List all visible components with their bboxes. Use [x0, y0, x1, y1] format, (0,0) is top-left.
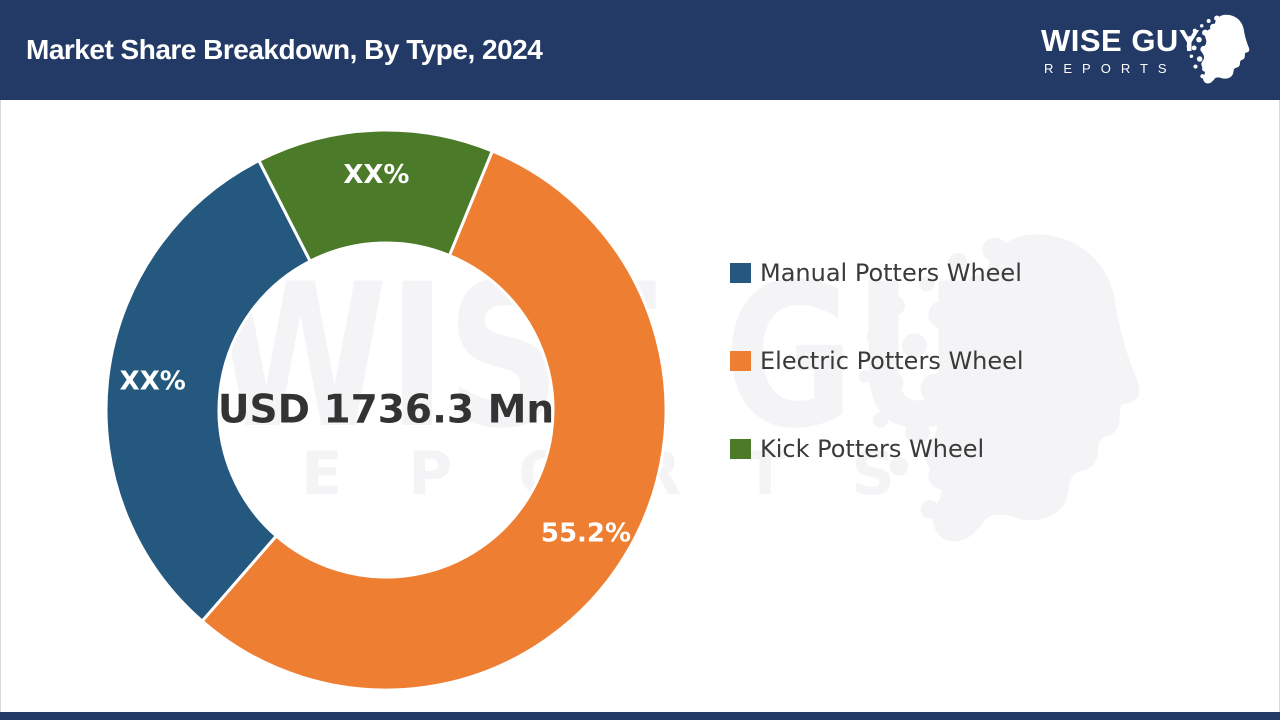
bottom-accent-bar: [0, 712, 1280, 720]
donut-segment-kick-potters-wheel: [257, 128, 494, 263]
logo-text: WISE GUY REPORTS: [1041, 25, 1200, 76]
logo-subtitle: REPORTS: [1043, 60, 1177, 76]
legend-swatch-electric-potters-wheel: [730, 351, 751, 371]
legend-label: Electric Potters Wheel: [760, 347, 1024, 375]
legend-item-manual-potters-wheel: Manual Potters Wheel: [730, 259, 1024, 287]
donut-chart: XX% 55.2% XX%: [104, 128, 668, 692]
slice-label-kick-potters-wheel: XX%: [343, 160, 409, 190]
chart-center-value: USD 1736.3 Mn: [217, 387, 555, 433]
logo-wordmark: WISE GUY: [1040, 22, 1200, 58]
donut-segment-electric-potters-wheel: [200, 149, 668, 692]
chart-legend: Manual Potters Wheel Electric Potters Whe…: [730, 259, 1024, 463]
legend-swatch-manual-potters-wheel: [730, 263, 751, 283]
legend-label: Manual Potters Wheel: [760, 259, 1022, 287]
legend-item-kick-potters-wheel: Kick Potters Wheel: [730, 435, 1024, 463]
page-title: Market Share Breakdown, By Type, 2024: [26, 34, 543, 65]
legend-swatch-kick-potters-wheel: [730, 439, 751, 459]
chart-canvas: WISE GUY REPORTS XX%55.2%XX% USD 1736.3 …: [0, 100, 1280, 712]
legend-label: Kick Potters Wheel: [760, 435, 985, 463]
header-bar: Market Share Breakdown, By Type, 2024 WI…: [0, 0, 1280, 100]
legend-item-electric-potters-wheel: Electric Potters Wheel: [730, 347, 1024, 375]
donut-segment-manual-potters-wheel: [104, 159, 312, 623]
wiseguy-logo: WISE GUY REPORTS: [1041, 12, 1254, 88]
slice-label-electric-potters-wheel: 55.2%: [541, 518, 631, 548]
slice-label-manual-potters-wheel: XX%: [120, 366, 186, 396]
wiseguy-face-icon: [1186, 14, 1250, 84]
